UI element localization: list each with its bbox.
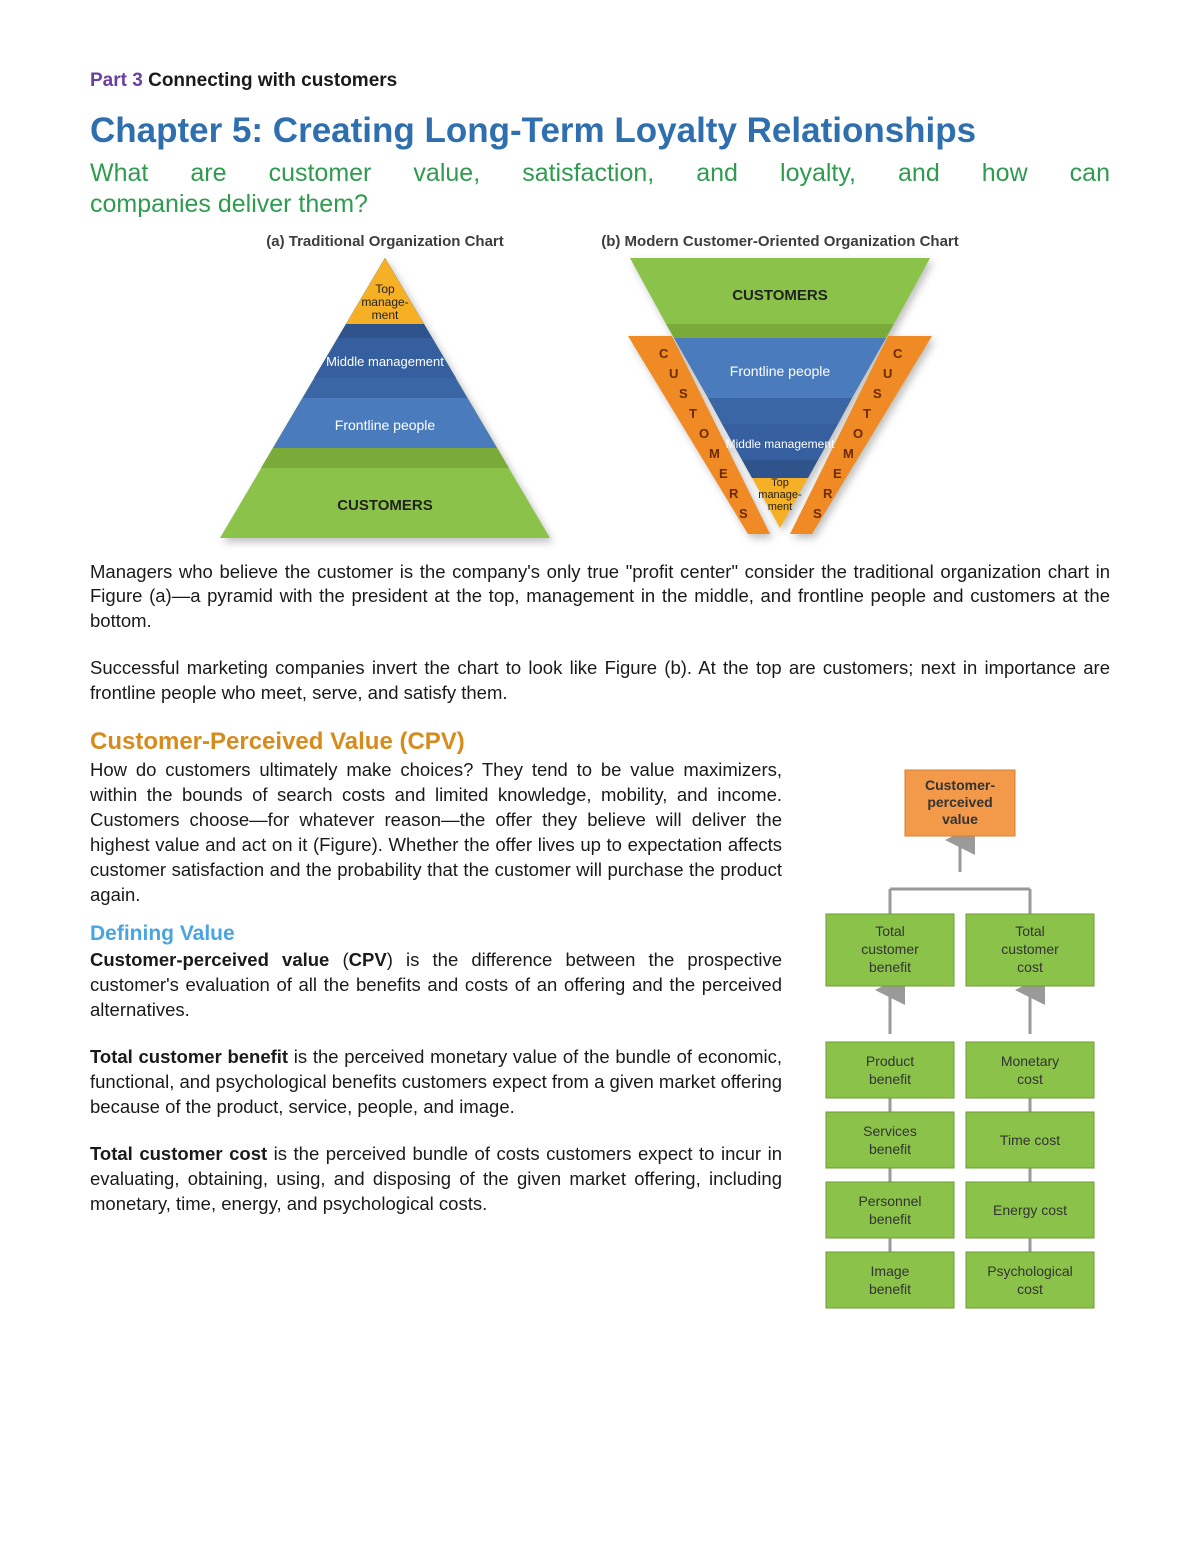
cpv-paragraph-2: Customer-perceived value (CPV) is the di… xyxy=(90,948,782,1023)
svg-text:customer: customer xyxy=(1001,941,1059,957)
svg-text:E: E xyxy=(719,466,728,481)
svg-text:Top: Top xyxy=(771,477,789,489)
svg-text:U: U xyxy=(669,366,678,381)
figure-a-block: (a) Traditional Organization Chart Top m… xyxy=(220,233,550,538)
svg-text:cost: cost xyxy=(1017,1071,1043,1087)
org-chart-figure: (a) Traditional Organization Chart Top m… xyxy=(90,233,1110,538)
svg-text:benefit: benefit xyxy=(869,1281,911,1297)
svg-text:Total: Total xyxy=(1015,923,1045,939)
svg-text:Time cost: Time cost xyxy=(1000,1132,1060,1148)
svg-text:O: O xyxy=(699,426,709,441)
svg-text:Services: Services xyxy=(863,1123,917,1139)
svg-text:T: T xyxy=(689,406,697,421)
svg-text:benefit: benefit xyxy=(869,1211,911,1227)
svg-text:CUSTOMERS: CUSTOMERS xyxy=(337,497,433,514)
svg-text:benefit: benefit xyxy=(869,1071,911,1087)
cpv-term-3: Total customer cost xyxy=(90,1143,267,1164)
svg-text:S: S xyxy=(873,386,882,401)
svg-text:cost: cost xyxy=(1017,1281,1043,1297)
svg-text:C: C xyxy=(893,346,903,361)
svg-text:Psychological: Psychological xyxy=(987,1263,1073,1279)
svg-text:O: O xyxy=(853,426,863,441)
svg-text:Frontline people: Frontline people xyxy=(335,417,436,433)
svg-text:S: S xyxy=(739,506,748,521)
figure-b-block: (b) Modern Customer-Oriented Organizatio… xyxy=(580,233,980,538)
svg-text:U: U xyxy=(883,366,892,381)
cpv-paragraph-1: How do customers ultimately make choices… xyxy=(90,758,782,908)
cpv-term-1: Customer-perceived value xyxy=(90,949,329,970)
modern-org-chart: CUSTOMERS Frontline people Middle manage… xyxy=(580,258,980,538)
svg-text:cost: cost xyxy=(1017,959,1043,975)
traditional-org-chart: Top manage- ment Middle management Front… xyxy=(220,258,550,538)
cpv-diagram-column: Customer- perceived value Total customer… xyxy=(810,764,1110,1324)
svg-text:Top: Top xyxy=(375,282,395,296)
svg-text:Monetary: Monetary xyxy=(1001,1053,1059,1069)
svg-text:R: R xyxy=(823,486,833,501)
figure-a-caption: (a) Traditional Organization Chart xyxy=(220,233,550,250)
svg-text:ment: ment xyxy=(372,308,399,322)
svg-text:Customer-: Customer- xyxy=(925,777,995,793)
svg-text:M: M xyxy=(843,446,854,461)
part-line: Part 3 Connecting with customers xyxy=(90,70,1110,92)
cpv-two-column: How do customers ultimately make choices… xyxy=(90,758,1110,1324)
cpv-paragraph-3: Total customer benefit is the perceived … xyxy=(90,1045,782,1120)
svg-text:manage-: manage- xyxy=(758,489,802,501)
svg-text:benefit: benefit xyxy=(869,959,911,975)
svg-text:Image: Image xyxy=(871,1263,910,1279)
defining-value-heading: Defining Value xyxy=(90,922,782,946)
svg-text:ment: ment xyxy=(768,501,792,513)
svg-text:CUSTOMERS: CUSTOMERS xyxy=(732,287,828,304)
svg-text:customer: customer xyxy=(861,941,919,957)
svg-text:Product: Product xyxy=(866,1053,914,1069)
subtitle-line-1: What are customer value, satisfaction, a… xyxy=(90,158,1110,189)
svg-text:manage-: manage- xyxy=(361,295,408,309)
subtitle-line-2: companies deliver them? xyxy=(90,189,1110,220)
part-label: Part 3 xyxy=(90,70,143,91)
svg-text:T: T xyxy=(863,406,871,421)
svg-text:benefit: benefit xyxy=(869,1141,911,1157)
svg-text:perceived: perceived xyxy=(927,794,992,810)
paragraph-1: Managers who believe the customer is the… xyxy=(90,560,1110,635)
cpv-diagram: Customer- perceived value Total customer… xyxy=(810,764,1110,1324)
svg-text:S: S xyxy=(679,386,688,401)
svg-text:Personnel: Personnel xyxy=(858,1193,921,1209)
cpv-left-column: How do customers ultimately make choices… xyxy=(90,758,782,1239)
svg-text:E: E xyxy=(833,466,842,481)
svg-text:Energy cost: Energy cost xyxy=(993,1202,1067,1218)
page: Part 3 Connecting with customers Chapter… xyxy=(0,0,1200,1414)
svg-text:Middle management: Middle management xyxy=(726,437,835,451)
svg-text:Frontline people: Frontline people xyxy=(730,363,831,379)
paragraph-2: Successful marketing companies invert th… xyxy=(90,656,1110,706)
cpv-paragraph-4: Total customer cost is the perceived bun… xyxy=(90,1142,782,1217)
svg-text:C: C xyxy=(659,346,669,361)
figure-b-caption: (b) Modern Customer-Oriented Organizatio… xyxy=(580,233,980,250)
cpv-heading: Customer-Perceived Value (CPV) xyxy=(90,728,1110,756)
svg-text:Total: Total xyxy=(875,923,905,939)
svg-text:R: R xyxy=(729,486,739,501)
part-title: Connecting with customers xyxy=(148,70,397,91)
cpv-term-2: Total customer benefit xyxy=(90,1046,288,1067)
svg-text:M: M xyxy=(709,446,720,461)
chapter-title: Chapter 5: Creating Long-Term Loyalty Re… xyxy=(90,110,1110,152)
svg-text:value: value xyxy=(942,811,978,827)
cpv-term-1b: CPV xyxy=(349,949,387,970)
svg-text:S: S xyxy=(813,506,822,521)
svg-text:Middle management: Middle management xyxy=(326,354,444,369)
